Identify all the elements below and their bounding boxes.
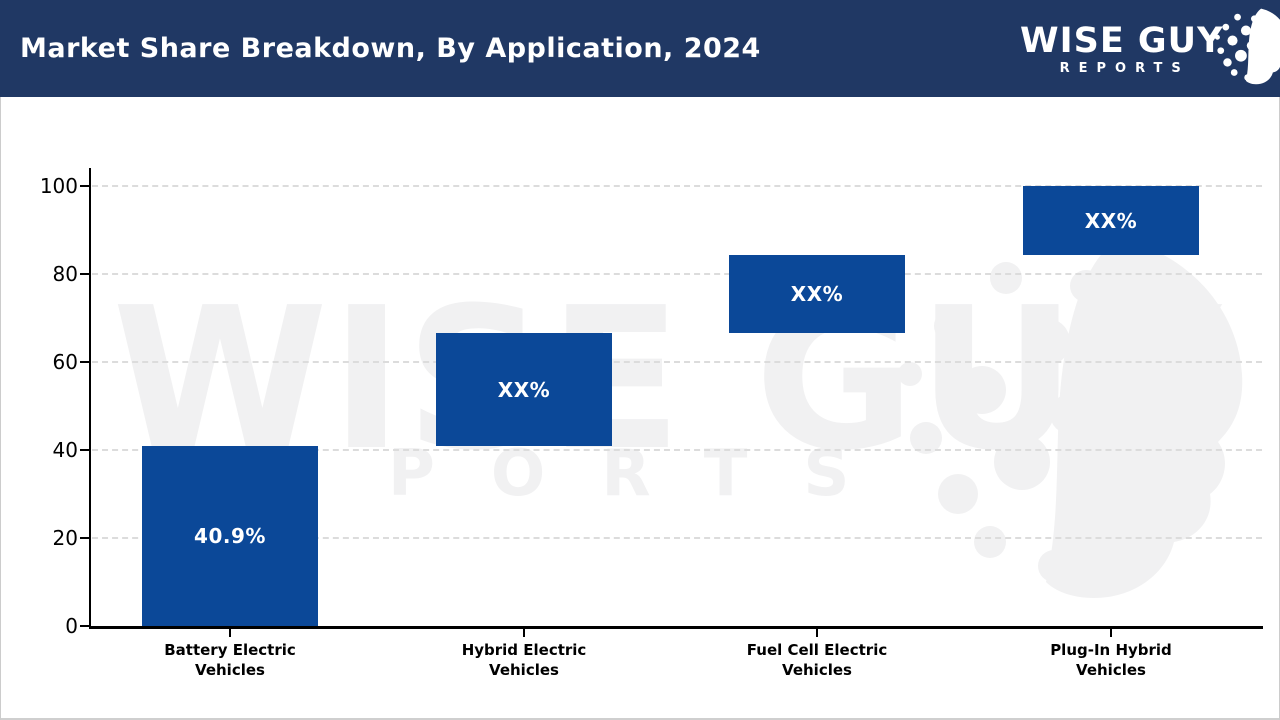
bar-value-label: XX% [497,377,551,402]
header: Market Share Breakdown, By Application, … [0,0,1280,97]
y-tick-label: 20 [52,526,78,550]
x-tick-mark [229,629,231,637]
x-tick-mark [1110,629,1112,637]
gridline [92,273,1262,275]
wise-guy-logo: WISE GUY REPORTS [1020,6,1280,92]
y-axis-line [89,168,91,627]
x-category-label: Fuel Cell Electric Vehicles [746,641,888,679]
x-tick-mark [523,629,525,637]
gridline [92,537,1262,539]
y-tick-label: 80 [52,262,78,286]
watermark-text-2: PORTS [388,437,906,511]
y-tick-label: 40 [52,438,78,462]
y-tick-mark [80,537,89,539]
y-tick-label: 60 [52,350,78,374]
logo-reports-label: REPORTS [1059,60,1190,76]
y-tick-mark [80,273,89,275]
bar-segment: XX% [729,255,905,334]
x-axis-line [89,626,1263,629]
y-tick-mark [80,625,89,627]
y-tick-mark [80,449,89,451]
y-tick-mark [80,361,89,363]
gridline [92,449,1262,451]
bar-value-label: XX% [790,282,844,307]
x-category-label: Hybrid Electric Vehicles [461,641,587,679]
bar-segment: XX% [436,333,612,447]
gridline [92,185,1262,187]
bar-segment: XX% [1023,186,1199,256]
y-tick-label: 100 [39,174,78,198]
bar-value-label: 40.9% [194,524,266,548]
y-tick-mark [80,185,89,187]
bar-segment: 40.9% [142,446,318,626]
gridline [92,361,1262,363]
watermark-face-icon [898,238,1243,598]
logo-text: WISE GUY REPORTS [1020,23,1223,76]
x-category-label: Plug-In Hybrid Vehicles [1050,641,1172,679]
x-category-label: Battery Electric Vehicles [164,641,296,679]
x-tick-mark [816,629,818,637]
logo-wiseguy-label: WISE GUY [1020,20,1224,61]
logo-face-icon [1215,8,1280,85]
page-title: Market Share Breakdown, By Application, … [20,33,761,64]
bar-value-label: XX% [1084,208,1138,233]
y-tick-label: 0 [65,614,78,638]
